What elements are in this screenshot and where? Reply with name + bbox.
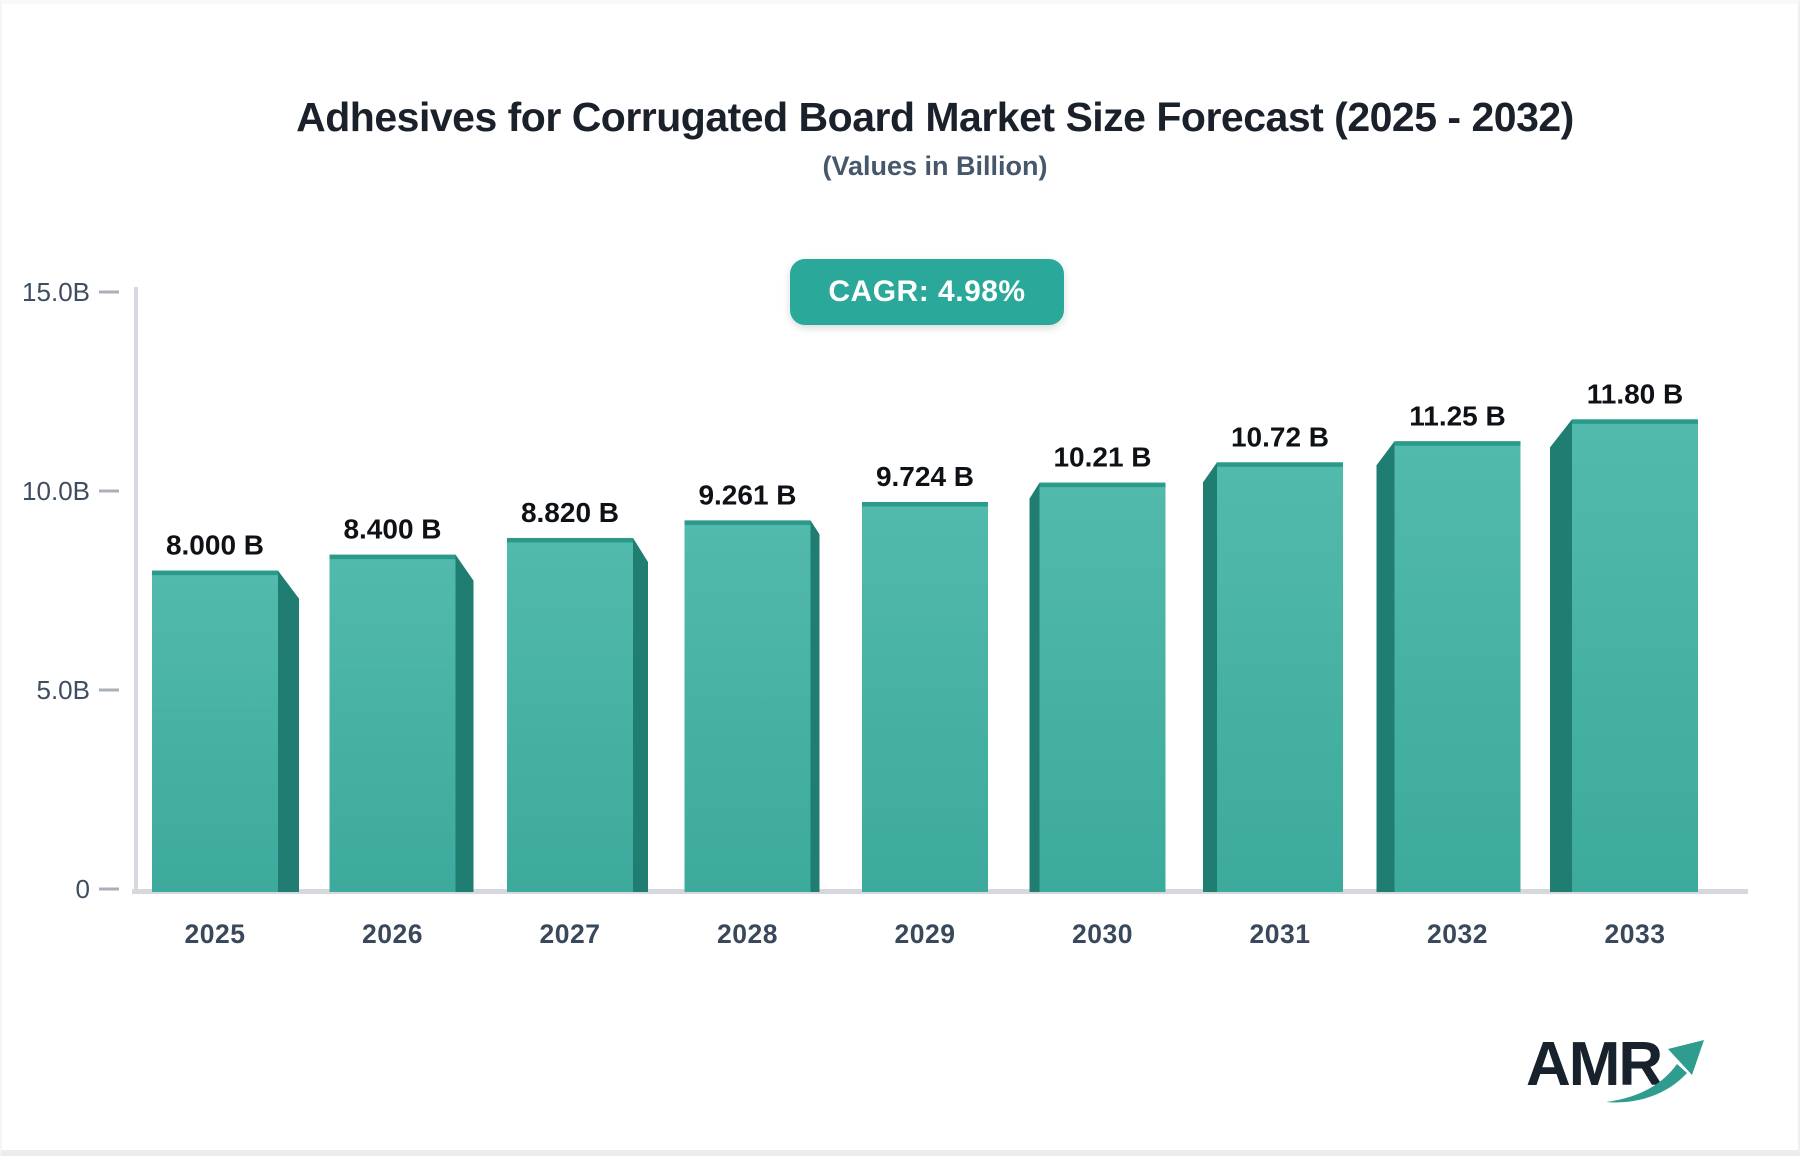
bar-front-face — [684, 520, 811, 892]
cagr-badge-label: CAGR: 4.98% — [828, 275, 1026, 308]
bar-top-edge — [1572, 419, 1698, 424]
y-tick-label: 5.0B — [37, 675, 91, 705]
bar-side-face — [633, 537, 648, 892]
bar-side-face — [1203, 462, 1217, 892]
bar-value-label: 11.80 B — [1587, 378, 1684, 409]
bar-value-label: 8.820 B — [521, 497, 619, 528]
y-tick-label: 0 — [76, 874, 90, 904]
x-category-label: 2033 — [1605, 919, 1666, 949]
amr-logo-text: AMR — [1526, 1030, 1663, 1099]
bar-front-face — [862, 501, 988, 892]
bar-2026: 8.400 B 2026 — [329, 514, 474, 949]
x-category-label: 2030 — [1072, 919, 1133, 949]
y-axis-line — [134, 287, 138, 893]
bar-top-edge — [329, 554, 456, 560]
bar-side-face — [278, 570, 299, 892]
y-tick-dash — [99, 887, 119, 891]
bar-top-edge — [1039, 482, 1166, 488]
bar-side-face — [1376, 441, 1395, 892]
bar-value-label: 10.72 B — [1231, 421, 1329, 452]
bar-top-edge — [1394, 441, 1521, 446]
growth-arrow-icon — [1606, 1040, 1704, 1103]
x-category-label: 2026 — [362, 919, 423, 949]
x-category-label: 2025 — [185, 919, 246, 949]
x-category-label: 2028 — [717, 919, 778, 949]
bar-chart: 0 5.0B 10.0B 15.0B 8.000 B 2025 8.400 B 2026 8.8… — [22, 277, 1748, 949]
bar-value-label: 8.000 B — [166, 530, 264, 561]
bar-value-label: 9.261 B — [698, 479, 796, 510]
bar-2030: 10.21 B 2030 — [1029, 442, 1166, 949]
x-category-label: 2031 — [1250, 919, 1311, 949]
bar-top-edge — [507, 537, 633, 543]
bar-side-face — [1029, 482, 1040, 892]
bar-top-edge — [1217, 462, 1343, 467]
bar-top-edge — [862, 501, 988, 507]
bar-front-face — [152, 570, 278, 892]
bar-value-label: 8.400 B — [343, 514, 441, 545]
bar-side-face — [455, 554, 474, 892]
cagr-badge: CAGR: 4.98% — [790, 259, 1064, 325]
bar-value-label: 11.25 B — [1409, 400, 1506, 431]
bar-front-face — [1039, 482, 1166, 892]
bar-2027: 8.820 B 2027 — [507, 497, 648, 949]
y-tick-dash — [99, 290, 119, 294]
y-tick-dash — [99, 489, 119, 493]
bar-value-label: 9.724 B — [876, 461, 974, 492]
bar-2032: 11.25 B 2032 — [1376, 400, 1521, 949]
bar-front-face — [329, 554, 456, 892]
y-tick-dash — [99, 688, 119, 692]
x-category-label: 2027 — [540, 919, 601, 949]
bar-value-label: 10.21 B — [1053, 442, 1151, 473]
bar-front-face — [1572, 419, 1698, 892]
bar-top-edge — [684, 520, 811, 525]
bar-2029: 9.724 B 2029 — [862, 461, 988, 949]
bar-side-face — [810, 520, 820, 892]
bar-side-face — [1550, 419, 1572, 892]
x-category-label: 2029 — [895, 919, 956, 949]
y-tick-label: 10.0B — [22, 476, 90, 506]
amr-logo: AMR — [1526, 1034, 1726, 1124]
x-category-label: 2032 — [1427, 919, 1488, 949]
bar-front-face — [507, 537, 633, 892]
bar-2033: 11.80 B 2033 — [1550, 378, 1698, 949]
bar-2031: 10.72 B 2031 — [1203, 421, 1343, 949]
y-tick-label: 15.0B — [22, 277, 90, 307]
bar-2025: 8.000 B 2025 — [152, 530, 299, 949]
bar-2028: 9.261 B 2028 — [684, 479, 820, 949]
bar-front-face — [1394, 441, 1521, 892]
bar-top-edge — [152, 570, 278, 576]
bar-front-face — [1217, 462, 1343, 892]
